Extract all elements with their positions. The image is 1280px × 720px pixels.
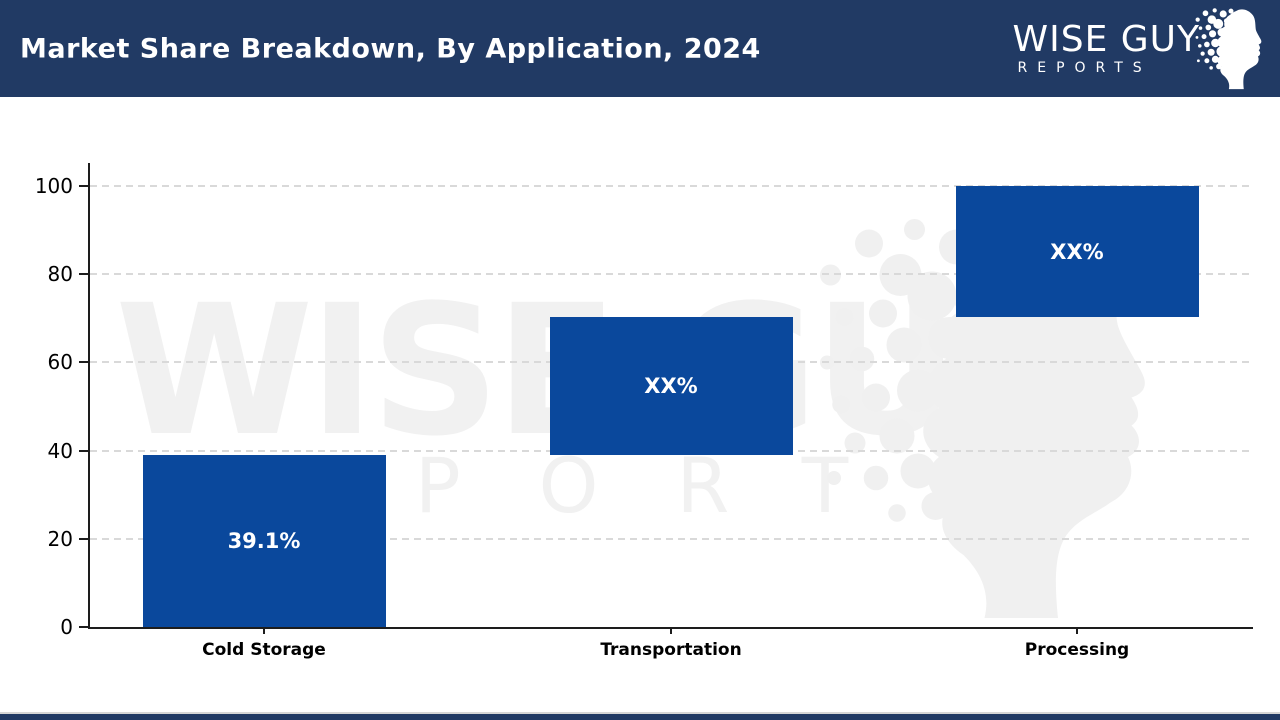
y-tick-label-80: 80 [47,262,73,287]
gridline-100 [90,185,1253,187]
y-tick-mark-100 [79,185,88,187]
gridline-20 [90,537,1253,540]
logo-wordmark: WISE GUY [1012,19,1200,60]
y-tick-mark-60 [79,361,88,364]
x-axis-line [88,627,1253,629]
x-tick-mark-3 [1076,629,1078,634]
bar-value-label: XX% [644,373,698,398]
x-category-label-2: Transportation [600,640,742,660]
y-tick-mark-40 [79,449,88,452]
logo-face-icon [1192,4,1270,92]
bar-cold-storage[interactable]: 39.1% [142,454,386,627]
bar-transportation[interactable]: XX% [549,317,793,455]
y-tick-label-0: 0 [60,615,73,639]
logo-reports-text: REPORTS [1017,59,1152,76]
y-tick-mark-80 [79,273,88,276]
y-tick-label-20: 20 [47,526,73,551]
logo-text: WISE GUY REPORTS [1013,20,1201,76]
bar-value-label: XX% [1050,239,1104,264]
x-category-label-1: Cold Storage [202,640,326,660]
chart-title: Market Share Breakdown, By Application, … [20,33,761,64]
y-tick-label-100: 100 [34,174,73,198]
x-category-label-3: Processing [1024,640,1130,660]
x-tick-mark-2 [670,629,672,634]
y-tick-label-40: 40 [47,438,73,463]
y-tick-mark-20 [79,537,88,540]
x-tick-mark-1 [263,629,265,634]
header-bar: Market Share Breakdown, By Application, … [0,0,1280,97]
y-tick-label-60: 60 [47,350,73,375]
wise-guy-logo: WISE GUY REPORTS [1013,4,1271,92]
y-tick-mark-0 [79,626,88,628]
gridline-80 [90,273,1253,276]
y-axis-line [88,163,90,627]
bar-processing[interactable]: XX% [955,186,1199,317]
bar-value-label: 39.1% [227,528,301,553]
footer-bar [0,714,1280,720]
footer-divider [0,712,1280,714]
plot-area: 0 20 40 60 80 100 39.1% Cold Storage XX% Transpor… [35,163,1253,660]
